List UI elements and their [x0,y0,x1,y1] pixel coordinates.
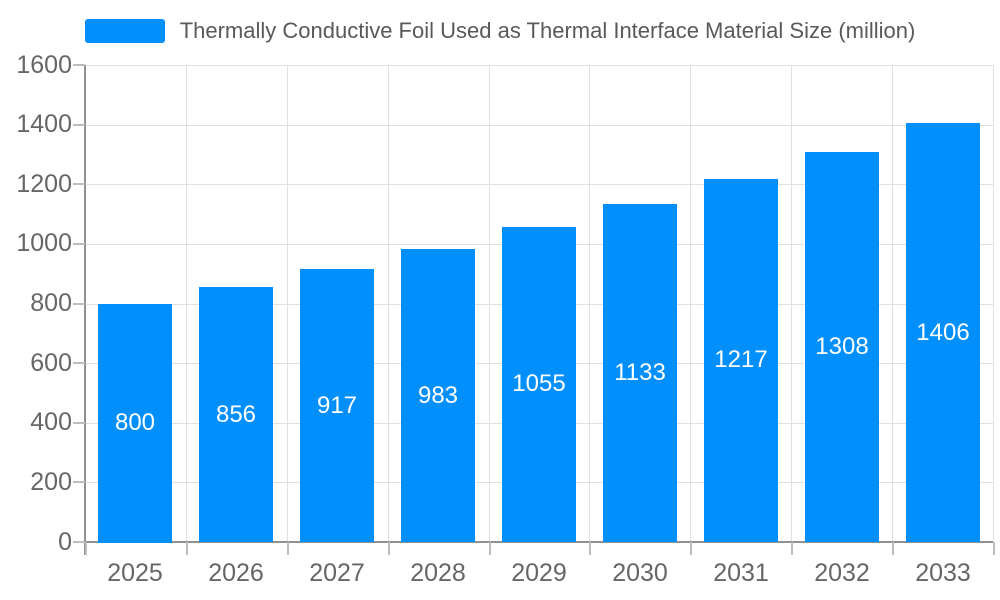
bar-2025: 800 [98,304,172,543]
y-axis-tick [73,243,85,245]
bar-value-label: 1217 [714,346,768,373]
bar-value-label: 800 [114,409,156,436]
bar-2029: 1055 [502,227,576,542]
y-axis-tick [73,303,85,305]
x-axis-label: 2026 [208,559,264,587]
bar-value-label: 1406 [916,319,970,346]
y-axis-label: 1600 [16,51,72,79]
y-axis-label: 1400 [16,110,72,138]
bar-2033: 1406 [906,123,980,542]
x-axis-label: 2031 [713,559,769,587]
x-axis-label: 2030 [612,559,668,587]
x-axis-tick [993,542,995,555]
x-axis-label: 2027 [309,559,365,587]
bar-2032: 1308 [805,152,879,542]
h-gridline [85,65,993,66]
x-axis-label: 2028 [410,559,466,587]
v-gridline [993,65,994,542]
bar-2027: 917 [300,269,374,542]
x-axis-tick [892,542,894,555]
y-axis-line [84,65,86,555]
v-gridline [589,65,590,542]
x-axis-tick [690,542,692,555]
v-gridline [388,65,389,542]
v-gridline [892,65,893,542]
y-axis-tick [73,183,85,185]
y-axis-label: 400 [30,408,72,436]
bar-2028: 983 [401,249,475,542]
legend-swatch-icon [84,19,165,43]
h-gridline [85,184,993,185]
y-axis-label: 1200 [16,170,72,198]
y-axis-tick [73,541,85,543]
legend-item[interactable]: Thermally Conductive Foil Used as Therma… [0,19,1000,43]
bar-2030: 1133 [603,204,677,542]
x-axis-tick [287,542,289,555]
y-axis-tick [73,422,85,424]
y-axis-label: 0 [58,528,72,556]
bar-value-label: 983 [417,382,459,409]
x-axis-label: 2033 [915,559,971,587]
y-axis-tick [73,481,85,483]
bar-2026: 856 [199,287,273,542]
x-axis-tick [489,542,491,555]
x-axis-label: 2032 [814,559,870,587]
bar-2031: 1217 [704,179,778,542]
x-axis-line [85,541,993,543]
y-axis-tick [73,124,85,126]
x-axis-tick [791,542,793,555]
x-axis-tick [186,542,188,555]
bar-value-label: 1055 [512,370,566,397]
v-gridline [690,65,691,542]
bar-value-label: 1133 [614,359,666,386]
bar-value-label: 1308 [815,333,869,360]
y-axis-label: 200 [30,468,72,496]
y-axis-tick [73,64,85,66]
x-axis-label: 2029 [511,559,567,587]
x-axis-label: 2025 [107,559,163,587]
x-axis-tick [589,542,591,555]
bar-value-label: 856 [215,401,257,428]
chart-title: Thermally Conductive Foil Used as Therma… [179,18,916,43]
v-gridline [186,65,187,542]
x-axis-tick [388,542,390,555]
y-axis-label: 600 [30,349,72,377]
y-axis-label: 1000 [16,229,72,257]
h-gridline [85,125,993,126]
x-axis-tick [85,542,87,555]
bar-value-label: 917 [316,392,358,419]
y-axis-tick [73,362,85,364]
v-gridline [287,65,288,542]
y-axis-label: 800 [30,289,72,317]
v-gridline [489,65,490,542]
v-gridline [791,65,792,542]
